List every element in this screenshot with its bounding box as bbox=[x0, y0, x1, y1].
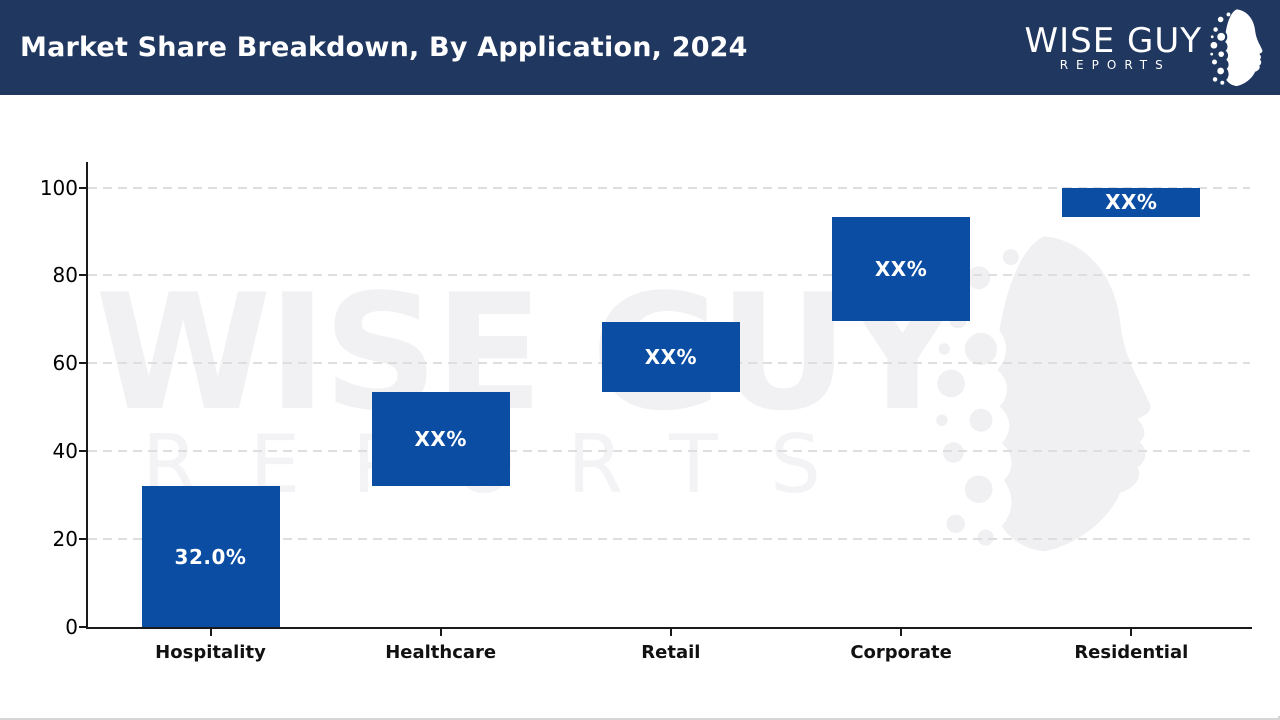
x-axis bbox=[86, 627, 1252, 629]
bar-value-label: XX% bbox=[414, 427, 467, 452]
watermark-face-icon bbox=[936, 236, 1151, 552]
x-tick-hospitality bbox=[209, 627, 212, 636]
y-tick-label-40: 40 bbox=[52, 439, 78, 464]
x-tick-label-hospitality: Hospitality bbox=[155, 642, 266, 663]
y-tick-0 bbox=[79, 626, 88, 628]
y-tick-label-20: 20 bbox=[52, 527, 78, 552]
y-tick-40 bbox=[79, 450, 88, 453]
x-tick-retail bbox=[669, 627, 672, 636]
bar-residential: XX% bbox=[1062, 187, 1201, 218]
y-tick-20 bbox=[79, 538, 88, 541]
logo-name: WISE GUY bbox=[1024, 20, 1202, 61]
bar-value-label: XX% bbox=[874, 257, 928, 282]
x-tick-corporate bbox=[900, 627, 903, 636]
y-tick-label-100: 100 bbox=[39, 175, 78, 200]
bar-value-label: XX% bbox=[1105, 190, 1158, 215]
logo-text: WISE GUY REPORTS bbox=[1024, 20, 1202, 73]
bar-hospitality: 32.0% bbox=[141, 486, 280, 627]
y-tick-label-80: 80 bbox=[52, 263, 78, 288]
gridline-40 bbox=[88, 450, 1250, 453]
gridline-80 bbox=[88, 274, 1250, 277]
y-tick-60 bbox=[79, 362, 88, 365]
x-tick-label-retail: Retail bbox=[641, 642, 701, 663]
bar-corporate: XX% bbox=[832, 217, 971, 322]
x-tick-label-residential: Residential bbox=[1074, 642, 1189, 663]
wise-guy-logo: WISE GUY REPORTS bbox=[1024, 6, 1270, 90]
gridline-20 bbox=[88, 538, 1250, 541]
x-tick-label-healthcare: Healthcare bbox=[385, 642, 497, 663]
bar-healthcare: XX% bbox=[371, 392, 510, 487]
page-title: Market Share Breakdown, By Application, … bbox=[20, 32, 748, 63]
bar-retail: XX% bbox=[601, 321, 740, 392]
bar-value-label: 32.0% bbox=[174, 544, 247, 569]
header: Market Share Breakdown, By Application, … bbox=[0, 0, 1280, 95]
logo-tagline: REPORTS bbox=[1059, 58, 1171, 73]
logo-face-icon bbox=[1210, 8, 1263, 86]
gridline-100 bbox=[88, 186, 1250, 189]
x-tick-healthcare bbox=[439, 627, 442, 636]
x-tick-residential bbox=[1130, 627, 1133, 636]
y-tick-100 bbox=[79, 186, 88, 189]
y-tick-label-0: 0 bbox=[65, 615, 78, 639]
watermark-wiseguy-text: WISE GUY bbox=[95, 259, 960, 446]
y-tick-label-60: 60 bbox=[52, 351, 78, 376]
y-tick-80 bbox=[79, 274, 88, 277]
bar-value-label: XX% bbox=[644, 344, 698, 369]
x-tick-label-corporate: Corporate bbox=[850, 642, 952, 663]
waterfall-chart: WISE GUY REPORTS 02040608010032.0%Hospit… bbox=[0, 95, 1280, 716]
y-axis bbox=[86, 162, 88, 629]
